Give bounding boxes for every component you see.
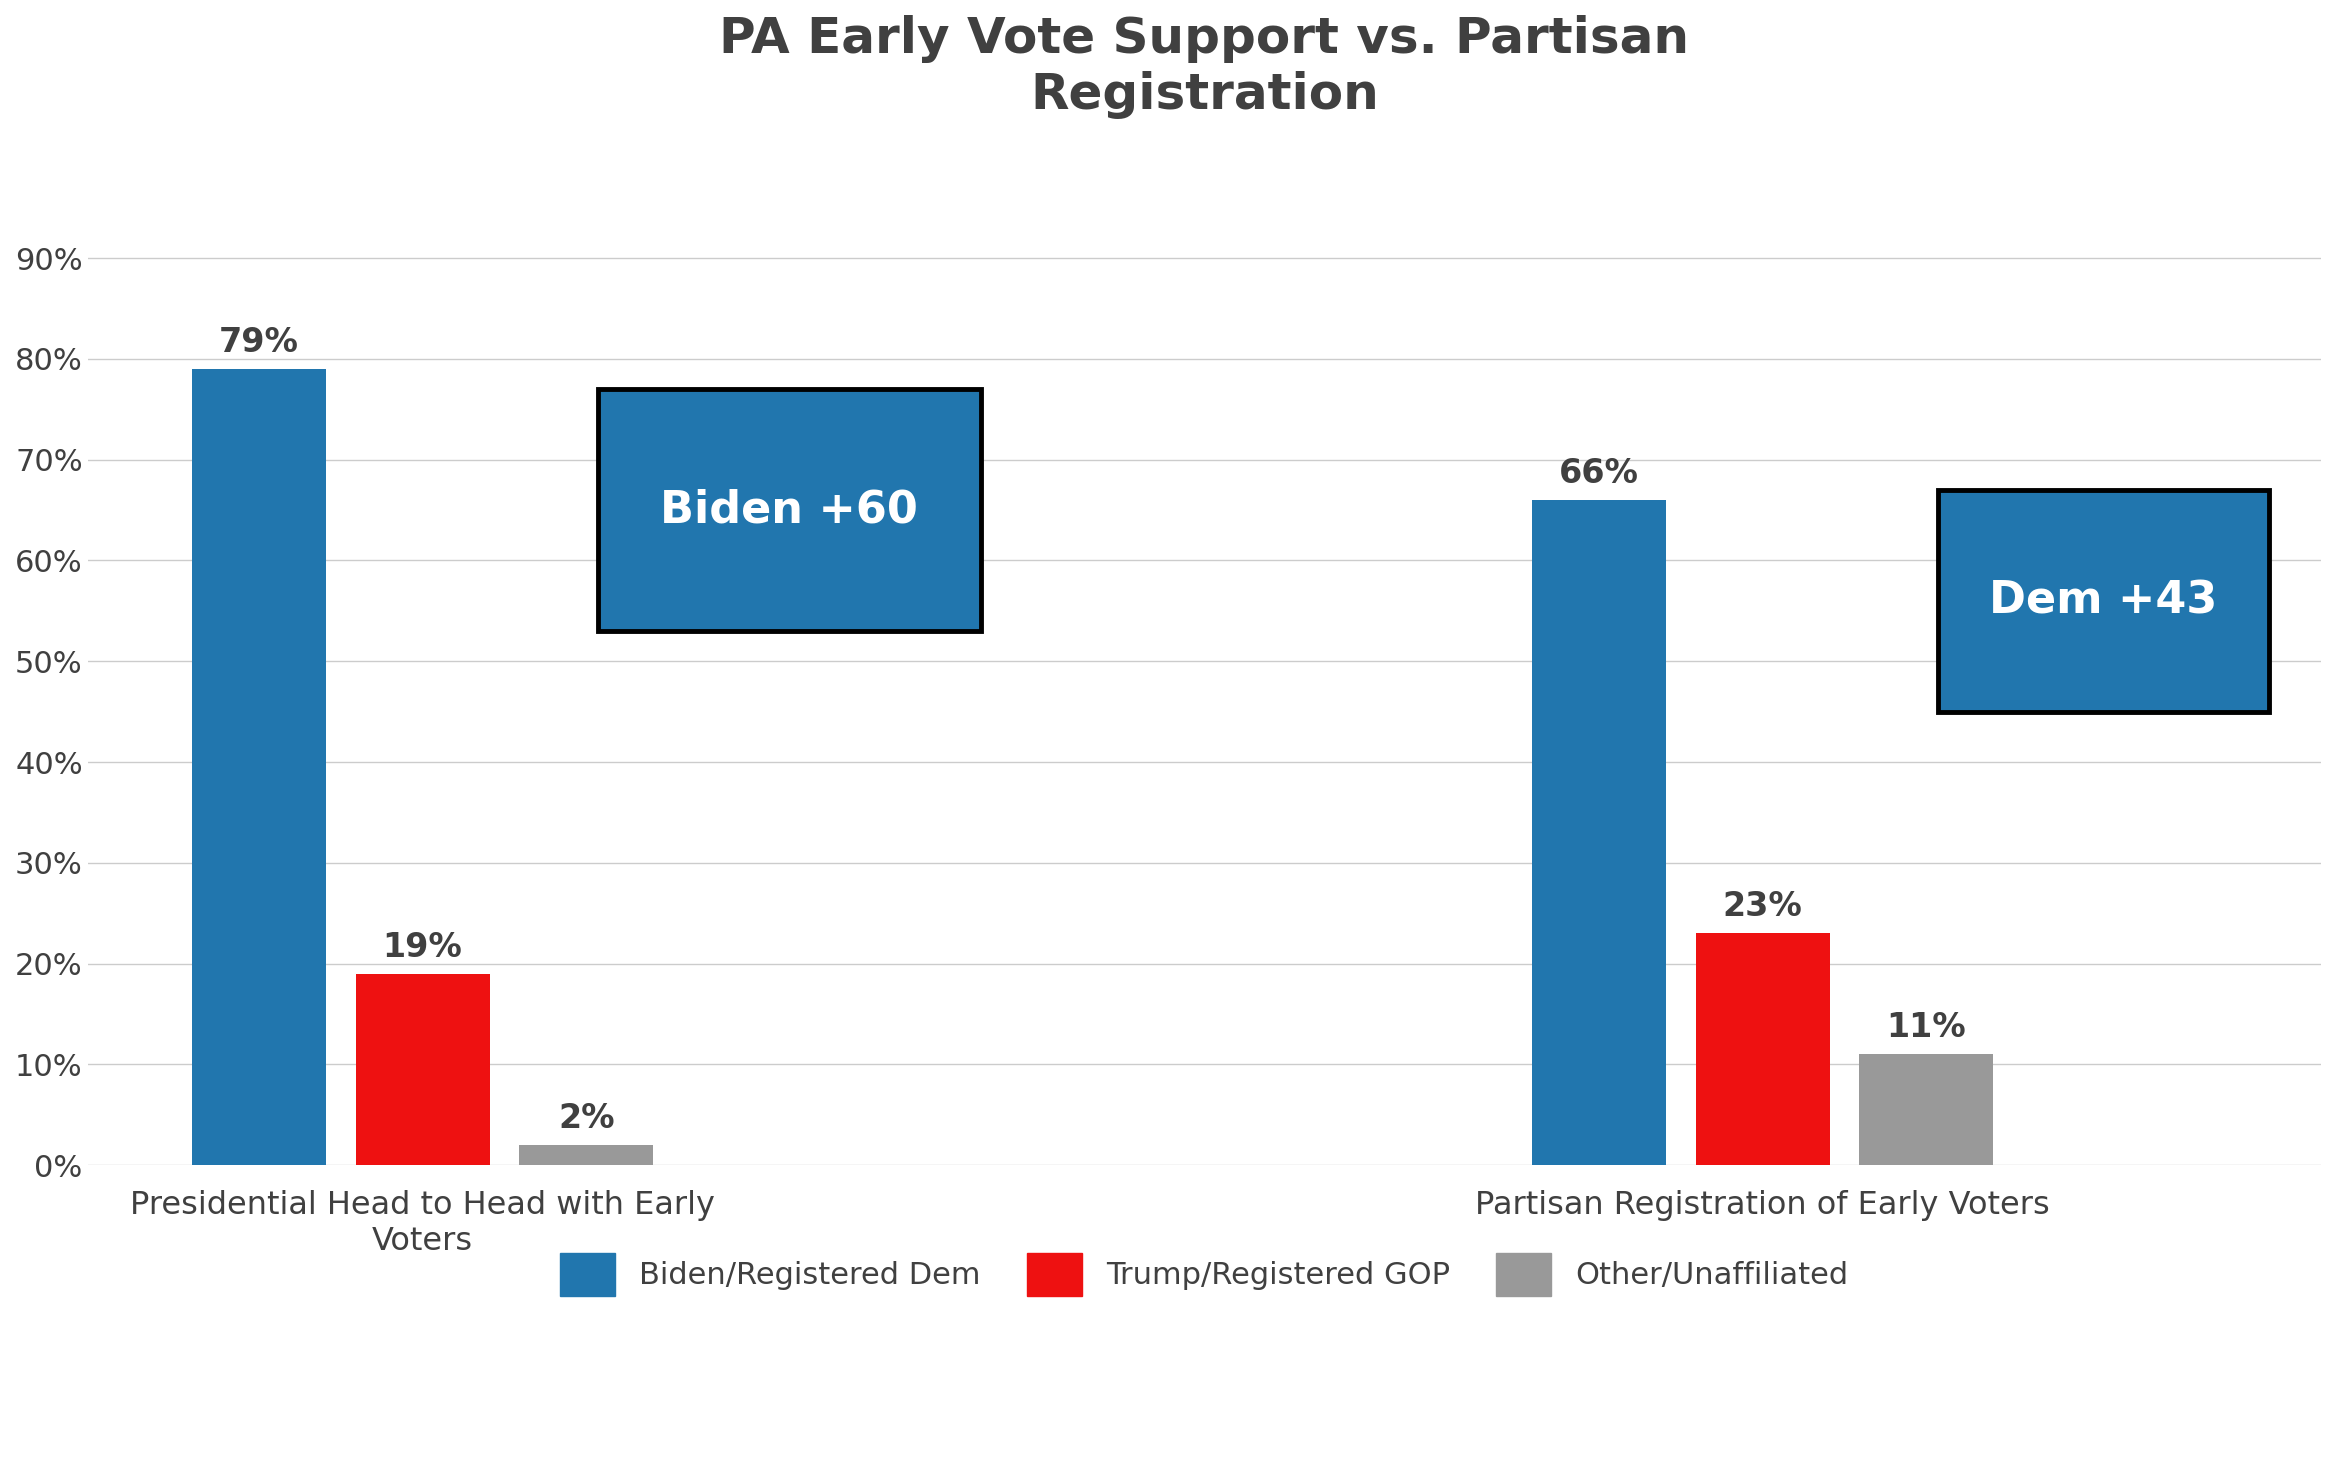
Title: PA Early Vote Support vs. Partisan
Registration: PA Early Vote Support vs. Partisan Regis…: [719, 15, 1689, 118]
FancyBboxPatch shape: [1937, 490, 2268, 712]
FancyBboxPatch shape: [598, 389, 981, 632]
Bar: [192, 368, 325, 1165]
Bar: [519, 1145, 654, 1165]
Bar: [1859, 1054, 1993, 1165]
Text: Dem +43: Dem +43: [1990, 579, 2217, 623]
Text: 2%: 2%: [558, 1102, 614, 1135]
Bar: [1532, 500, 1666, 1165]
Text: 23%: 23%: [1722, 890, 1803, 924]
Text: 11%: 11%: [1887, 1012, 1967, 1044]
Text: Biden +60: Biden +60: [661, 488, 918, 532]
Bar: [355, 974, 491, 1165]
Text: 19%: 19%: [383, 931, 463, 963]
Text: 79%: 79%: [220, 326, 299, 358]
Text: 66%: 66%: [1558, 456, 1640, 490]
Legend: Biden/Registered Dem, Trump/Registered GOP, Other/Unaffiliated: Biden/Registered Dem, Trump/Registered G…: [544, 1237, 1864, 1311]
Bar: [1696, 933, 1829, 1165]
